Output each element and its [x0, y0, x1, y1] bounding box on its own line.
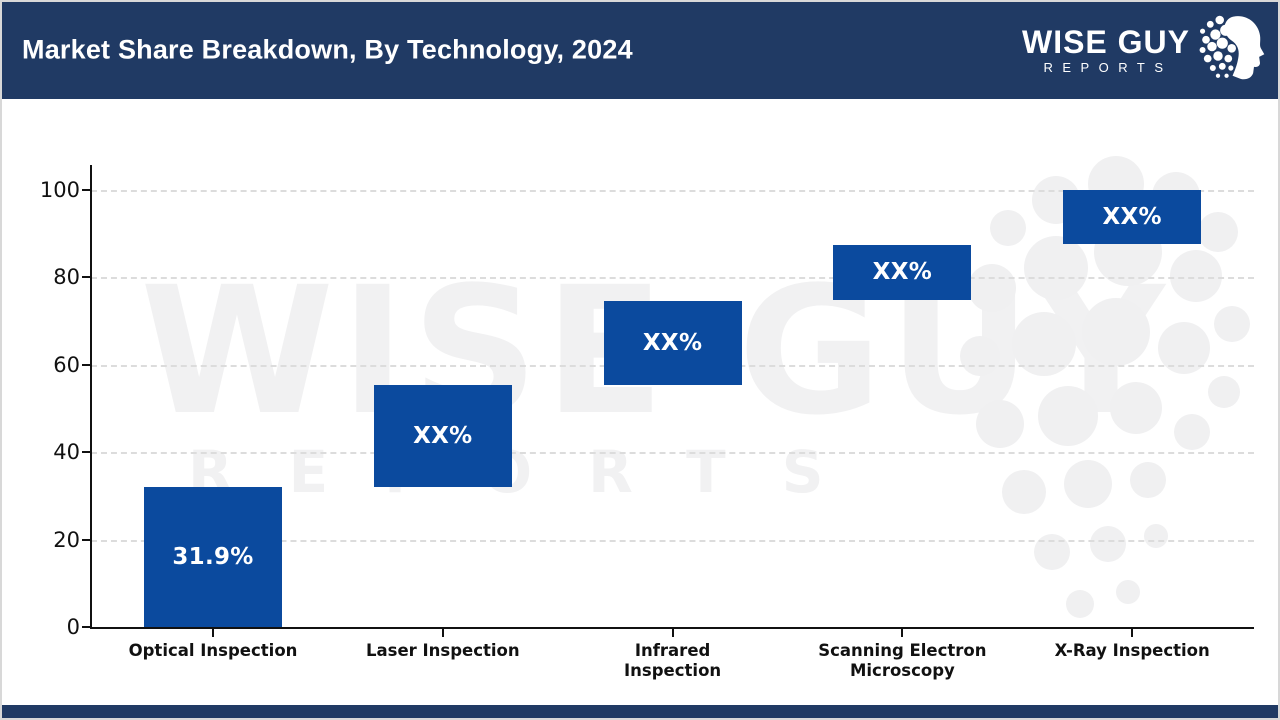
y-tick-mark-80: [82, 276, 91, 278]
x-axis-line: [90, 627, 1254, 629]
gridline-80: [91, 277, 1254, 279]
y-tick-mark-40: [82, 451, 91, 453]
y-tick-label-20: 20: [53, 527, 80, 552]
gridline-100: [91, 189, 1254, 192]
x-tick-mark: [212, 629, 214, 637]
bar-value-label: XX%: [872, 259, 933, 286]
bar-segment: XX%: [603, 300, 742, 385]
y-tick-mark-100: [82, 188, 91, 191]
bar-segment: XX%: [833, 244, 972, 300]
bar-segment: 31.9%: [144, 487, 282, 627]
category-label: Optical Inspection: [128, 641, 298, 660]
bar-segment: XX%: [1063, 189, 1202, 244]
y-axis-line: [90, 165, 92, 628]
bar-value-label: 31.9%: [172, 544, 254, 571]
y-tick-label-0: 0: [66, 615, 80, 639]
bar-value-label: XX%: [413, 422, 473, 449]
footer-bar: [2, 705, 1278, 718]
logo-text: WISE GUY REPORTS: [1022, 25, 1190, 75]
logo-wordmark: WISE GUY: [1021, 24, 1190, 60]
x-tick-mark: [901, 629, 904, 637]
y-tick-label-100: 100: [39, 177, 80, 202]
y-tick-mark-60: [82, 363, 91, 366]
y-tick-mark-20: [82, 538, 91, 541]
page-title: Market Share Breakdown, By Technology, 2…: [22, 34, 633, 64]
y-tick-label-60: 60: [53, 352, 80, 377]
logo-reports-text: REPORTS: [1043, 60, 1173, 75]
x-tick-mark: [671, 629, 674, 637]
category-label: Infrared Inspection: [624, 641, 722, 680]
y-tick-label-40: 40: [53, 440, 80, 464]
x-tick-mark: [441, 629, 444, 637]
bar-value-label: XX%: [1102, 203, 1162, 230]
y-tick-mark-0: [82, 626, 91, 628]
wise-guy-reports-logo: WISE GUY REPORTS: [1022, 12, 1266, 88]
y-tick-label-80: 80: [53, 265, 80, 289]
category-label: X-Ray Inspection: [1054, 641, 1210, 660]
watermark-reports-text: REPORTS: [188, 438, 880, 506]
bar-segment: XX%: [373, 384, 512, 487]
header-bar: Market Share Breakdown, By Technology, 2…: [2, 2, 1278, 99]
gridline-40: [91, 452, 1254, 454]
gridline-20: [91, 539, 1254, 542]
watermark-head-dots-icon: [960, 156, 1250, 618]
category-label: Scanning Electron Microscopy: [818, 641, 987, 680]
x-tick-mark: [1131, 629, 1134, 637]
logo-head-icon: [1199, 15, 1265, 80]
bar-value-label: XX%: [642, 329, 703, 356]
category-label: Laser Inspection: [365, 641, 520, 660]
